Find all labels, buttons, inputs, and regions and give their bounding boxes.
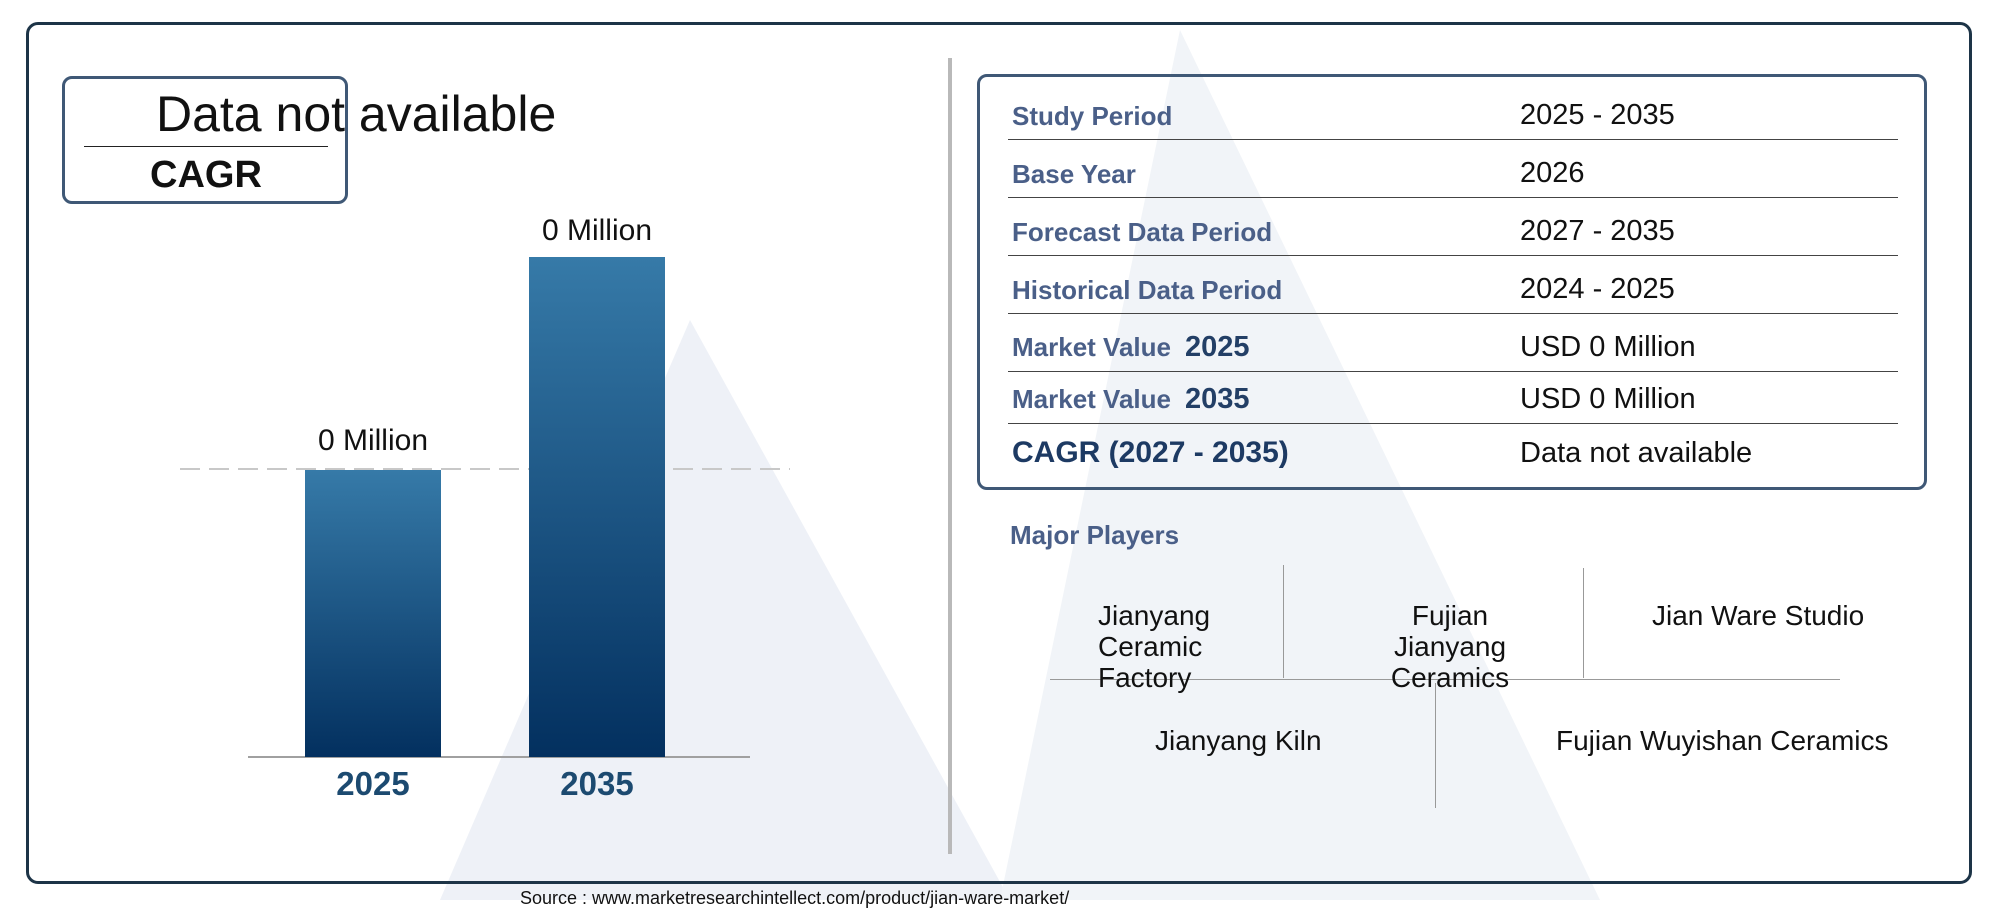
players-divider	[1435, 683, 1436, 808]
info-value: 2024 - 2025	[1520, 273, 1675, 305]
player-name: Fujian Jianyang Ceramics	[1390, 600, 1510, 693]
player-name: Fujian Wuyishan Ceramics	[1556, 725, 1889, 756]
info-value: 2025 - 2035	[1520, 99, 1675, 131]
card-frame	[26, 22, 1972, 884]
row-divider	[1008, 197, 1898, 198]
info-value: USD 0 Million	[1520, 331, 1696, 363]
info-label-year: 2025	[1184, 331, 1250, 363]
players-divider	[1583, 568, 1584, 678]
players-divider	[1283, 565, 1284, 678]
info-label: Study Period	[1012, 101, 1173, 131]
info-label: Historical Data Period	[1012, 275, 1283, 305]
bar-2035	[529, 257, 665, 757]
report-info-box	[977, 74, 1927, 490]
row-divider	[1008, 371, 1898, 372]
info-label: Forecast Data Period	[1012, 217, 1273, 247]
info-row-market-value-2025: Market Value 2025 USD 0 Million	[1008, 316, 1898, 372]
player-name: Jianyang Ceramic Factory	[1098, 600, 1211, 693]
info-label-text: Market Value	[1012, 332, 1171, 362]
major-players-title: Major Players	[1010, 520, 1180, 550]
panel-divider	[948, 58, 952, 854]
data-label-2025: 0 Million	[318, 424, 428, 457]
info-value: USD 0 Million	[1520, 383, 1696, 415]
info-label: Market Value 2025	[1012, 331, 1250, 364]
cagr-summary-box	[62, 76, 348, 204]
info-row-cagr: CAGR (2027 - 2035) Data not available	[1008, 422, 1898, 478]
info-row-forecast-period: Forecast Data Period 2027 - 2035	[1008, 200, 1898, 256]
market-value-bar-chart: 0 Million 0 Million 2025 2035	[180, 214, 790, 802]
bar-2025	[305, 470, 441, 757]
x-tick-label-2025: 2025	[336, 765, 409, 802]
row-divider	[1008, 423, 1898, 424]
x-tick-label-2035: 2035	[560, 765, 633, 802]
info-value: Data not available	[1520, 437, 1753, 469]
info-label: Base Year	[1012, 159, 1136, 189]
player-name: Jian Ware Studio	[1652, 600, 1865, 631]
row-divider	[1008, 139, 1898, 140]
cagr-summary-value: Data not available	[156, 86, 557, 142]
info-row-study-period: Study Period 2025 - 2035	[1008, 84, 1898, 140]
info-label: CAGR (2027 - 2035)	[1012, 436, 1289, 469]
cagr-summary-label: CAGR	[150, 154, 262, 196]
info-value: 2026	[1520, 157, 1585, 189]
row-divider	[1008, 313, 1898, 314]
cagr-summary-rule	[84, 146, 328, 147]
data-label-2035: 0 Million	[542, 214, 652, 247]
info-label-text: Market Value	[1012, 384, 1171, 414]
info-row-base-year: Base Year 2026	[1008, 142, 1898, 198]
source-note: Source : www.marketresearchintellect.com…	[520, 888, 1070, 908]
info-label-year: 2035	[1184, 383, 1250, 415]
player-name: Jianyang Kiln	[1155, 725, 1322, 756]
info-value: 2027 - 2035	[1520, 215, 1675, 247]
row-divider	[1008, 255, 1898, 256]
info-row-historical-period: Historical Data Period 2024 - 2025	[1008, 258, 1898, 314]
info-row-market-value-2035: Market Value 2035 USD 0 Million	[1008, 368, 1898, 424]
players-divider	[1050, 679, 1840, 680]
info-label: Market Value 2035	[1012, 383, 1250, 416]
